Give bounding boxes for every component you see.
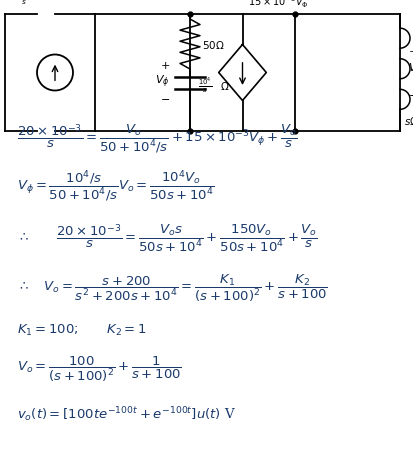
- Text: $s\Omega$: $s\Omega$: [404, 115, 413, 127]
- Text: $V_\phi$: $V_\phi$: [155, 73, 169, 89]
- Text: $+$: $+$: [160, 60, 170, 71]
- Text: $50\Omega$: $50\Omega$: [202, 39, 225, 51]
- Text: $15\times10^{-3}V_\Phi$: $15\times10^{-3}V_\Phi$: [247, 0, 309, 10]
- Text: $V_o = \dfrac{100}{(s+100)^2} + \dfrac{1}{s+100}$: $V_o = \dfrac{100}{(s+100)^2} + \dfrac{1…: [17, 354, 181, 384]
- Text: $v_o(t) = [100te^{-100t} + e^{-100t}]u(t)$ V: $v_o(t) = [100te^{-100t} + e^{-100t}]u(t…: [17, 405, 235, 424]
- Text: $V_o$: $V_o$: [408, 61, 413, 75]
- Text: $\therefore \quad V_o = \dfrac{s + 200}{s^2 + 200s + 10^4} = \dfrac{K_1}{(s+100): $\therefore \quad V_o = \dfrac{s + 200}{…: [17, 272, 328, 304]
- Text: $\frac{20\times10^{-3}}{s}$: $\frac{20\times10^{-3}}{s}$: [5, 0, 42, 7]
- Text: $\Omega$: $\Omega$: [220, 79, 230, 91]
- Text: $V_\phi = \dfrac{10^4/s}{50 + 10^4/s}V_o = \dfrac{10^4 V_o}{50s + 10^4}$: $V_\phi = \dfrac{10^4/s}{50 + 10^4/s}V_o…: [17, 168, 214, 203]
- Text: $-$: $-$: [408, 89, 413, 98]
- Text: $+$: $+$: [408, 46, 413, 57]
- Text: $\dfrac{20 \times 10^{-3}}{s} = \dfrac{V_o}{50 + 10^4/s} + 15 \times 10^{-3}V_\p: $\dfrac{20 \times 10^{-3}}{s} = \dfrac{V…: [17, 121, 297, 155]
- Text: $\frac{10^4}{s}$: $\frac{10^4}{s}$: [198, 76, 212, 94]
- Text: $\therefore \qquad \dfrac{20 \times 10^{-3}}{s} = \dfrac{V_o s}{50s + 10^4} + \d: $\therefore \qquad \dfrac{20 \times 10^{…: [17, 221, 318, 253]
- Text: $K_1 = 100; \qquad K_2 = 1$: $K_1 = 100; \qquad K_2 = 1$: [17, 322, 146, 337]
- Text: $-$: $-$: [160, 93, 170, 103]
